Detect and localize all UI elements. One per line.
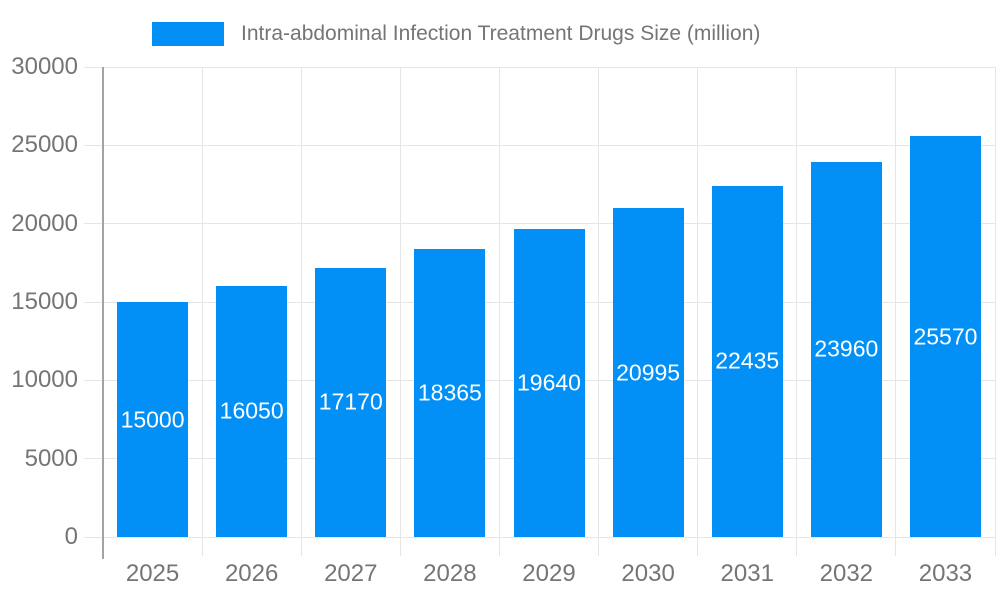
- bar[interactable]: 16050: [216, 285, 288, 537]
- gridline-horizontal: [84, 536, 995, 538]
- bar[interactable]: 18365: [414, 249, 486, 537]
- gridline-horizontal: [84, 144, 995, 146]
- bar-value-label: 15000: [120, 406, 185, 432]
- x-tick-label: 2033: [918, 560, 973, 587]
- bar-value-label: 20995: [616, 359, 681, 386]
- bar-value-label: 19640: [517, 369, 581, 396]
- gridline-horizontal: [84, 66, 995, 68]
- x-tick-label: 2031: [720, 560, 774, 587]
- legend-swatch: [152, 22, 224, 46]
- bar-value-label: 16050: [219, 397, 284, 424]
- x-tick-label: 2026: [224, 560, 279, 587]
- x-tick-label: 2028: [423, 560, 477, 587]
- bar[interactable]: 25570: [909, 136, 981, 537]
- bar-value-label: 17170: [318, 388, 383, 415]
- y-tick-label: 15000: [11, 288, 78, 315]
- bar-value-label: 18365: [417, 379, 482, 406]
- gridline-vertical: [697, 67, 699, 556]
- bar[interactable]: 20995: [612, 208, 684, 537]
- bar-value-label: 22435: [715, 347, 780, 374]
- y-tick-label: 10000: [11, 366, 78, 394]
- legend-label: Intra-abdominal Infection Treatment Drug…: [241, 22, 761, 45]
- x-tick-label: 2032: [819, 560, 874, 587]
- gridline-horizontal: [84, 223, 995, 225]
- gridline-vertical: [994, 67, 996, 556]
- bar[interactable]: 17170: [315, 268, 387, 537]
- gridline-vertical: [300, 67, 302, 556]
- bar[interactable]: 23960: [810, 161, 882, 537]
- gridline-vertical: [598, 67, 600, 556]
- gridline-vertical: [498, 67, 500, 556]
- y-tick-label: 5000: [24, 444, 78, 472]
- gridline-vertical: [895, 67, 897, 556]
- x-tick-label: 2025: [125, 560, 180, 587]
- x-tick-label: 2029: [522, 560, 576, 587]
- gridline-vertical: [796, 67, 798, 556]
- y-tick-label: 25000: [11, 131, 78, 159]
- y-tick-label: 20000: [11, 209, 78, 237]
- y-axis-line: [102, 67, 104, 559]
- bar-value-label: 23960: [814, 335, 879, 362]
- x-tick-label: 2027: [324, 560, 378, 587]
- bar-value-label: 25570: [913, 323, 978, 350]
- x-tick-label: 2030: [621, 560, 675, 587]
- legend[interactable]: Intra-abdominal Infection Treatment Drug…: [152, 21, 760, 47]
- y-tick-label: 30000: [11, 53, 78, 80]
- bar[interactable]: 15000: [117, 302, 189, 537]
- gridline-vertical: [201, 67, 203, 556]
- y-tick-label: 0: [64, 523, 78, 550]
- gridline-vertical: [399, 67, 401, 556]
- bar[interactable]: 19640: [513, 229, 585, 537]
- bar[interactable]: 22435: [711, 185, 783, 537]
